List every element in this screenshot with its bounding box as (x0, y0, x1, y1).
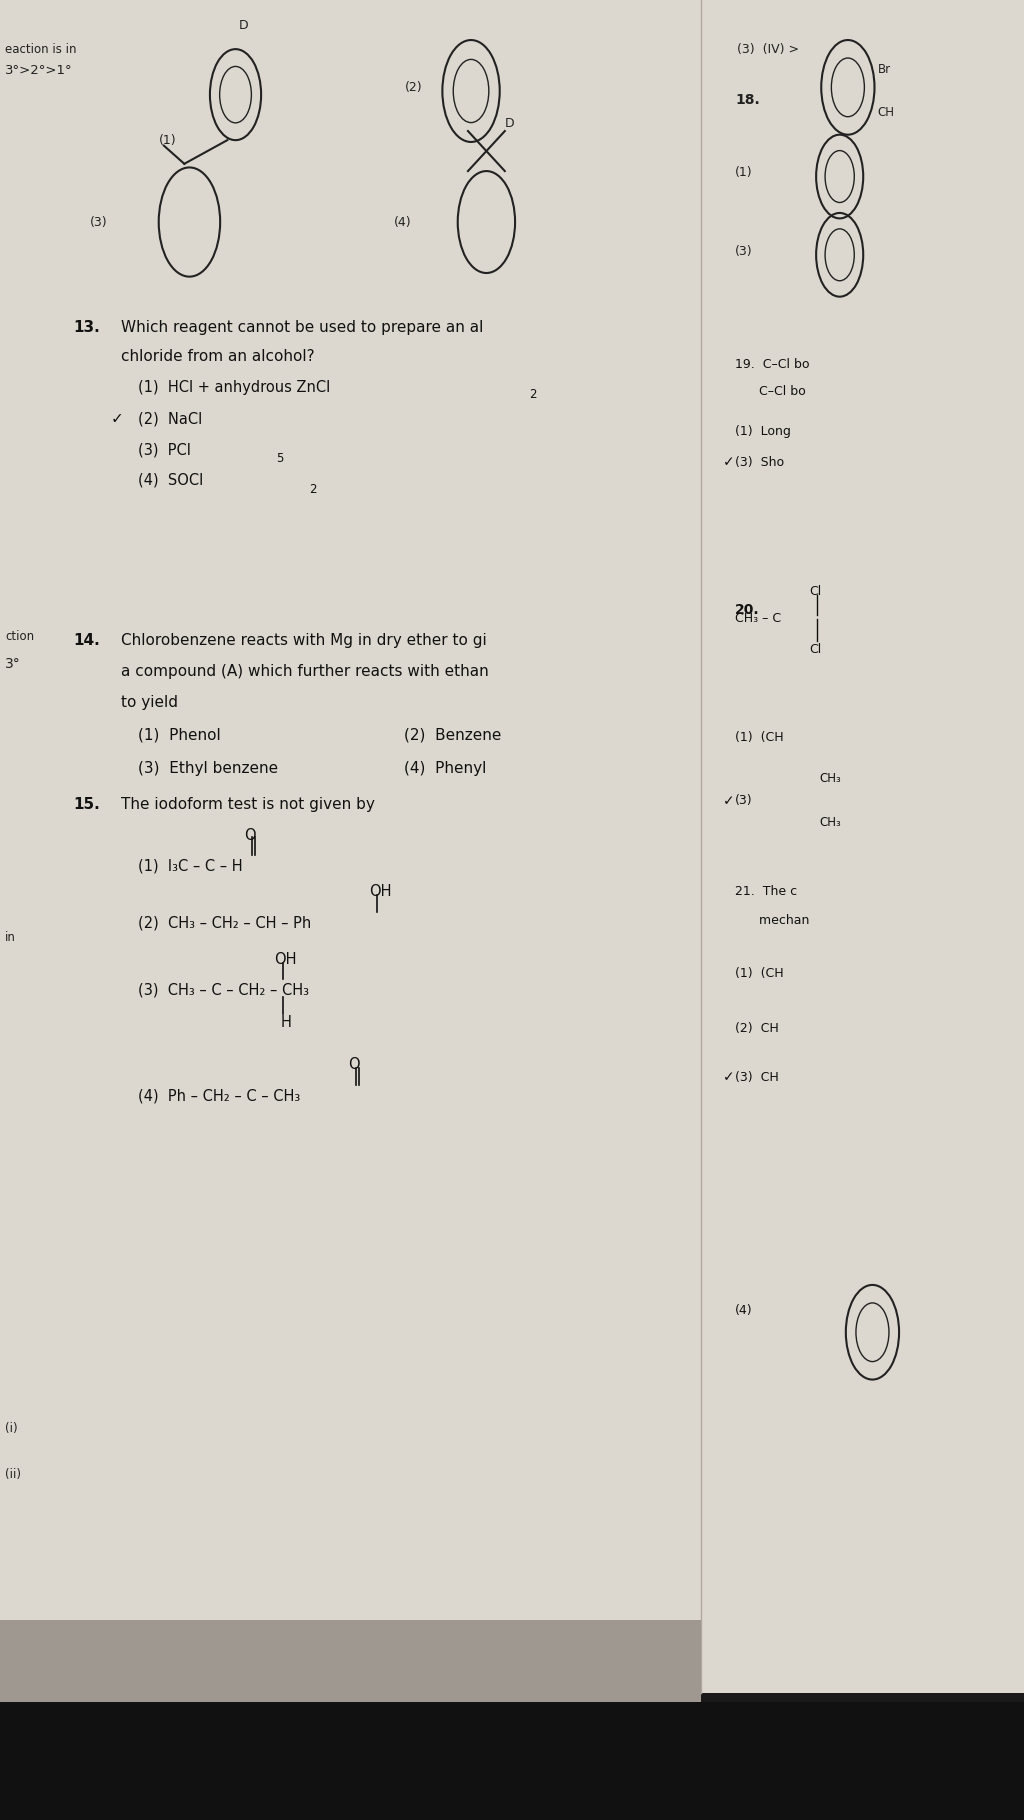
Text: (3)  Ethyl benzene: (3) Ethyl benzene (138, 761, 279, 775)
Text: in: in (5, 930, 16, 945)
Text: Br: Br (878, 62, 891, 76)
Text: a Road, New Delhi-110005. Phone : 011-47623456: a Road, New Delhi-110005. Phone : 011-47… (41, 1658, 392, 1673)
Text: (3)  PCl: (3) PCl (138, 442, 191, 457)
Text: OH: OH (274, 952, 297, 966)
Text: O: O (244, 828, 255, 843)
Text: (1): (1) (159, 133, 176, 147)
Text: (3)  CH: (3) CH (735, 1070, 779, 1085)
Text: to yield: to yield (121, 695, 178, 710)
Text: Cl: Cl (809, 584, 821, 599)
Text: The iodoform test is not given by: The iodoform test is not given by (121, 797, 375, 812)
Text: (1)  (CH: (1) (CH (735, 966, 783, 981)
Text: (1)  (CH: (1) (CH (735, 730, 783, 744)
Text: D: D (239, 18, 248, 33)
Text: OH: OH (369, 885, 391, 899)
Text: (2)  CH: (2) CH (735, 1021, 779, 1036)
Text: 18.: 18. (735, 93, 760, 107)
Text: Chlorobenzene reacts with Mg in dry ether to gi: Chlorobenzene reacts with Mg in dry ethe… (121, 633, 486, 648)
Text: chloride from an alcohol?: chloride from an alcohol? (121, 349, 314, 364)
Text: ✓: ✓ (723, 1070, 734, 1085)
Text: 21.  The c: 21. The c (735, 885, 798, 899)
Text: (ii): (ii) (5, 1467, 22, 1481)
Text: a compound (A) which further reacts with ethan: a compound (A) which further reacts with… (121, 664, 488, 679)
Text: 13.: 13. (74, 320, 100, 335)
Text: ✓: ✓ (111, 411, 123, 426)
Text: 19.  C–Cl bo: 19. C–Cl bo (735, 357, 810, 371)
Text: 5: 5 (276, 451, 284, 466)
Text: CH₃: CH₃ (819, 772, 841, 786)
Text: ✓: ✓ (723, 794, 734, 808)
Text: (i): (i) (5, 1421, 17, 1436)
Text: (1)  I₃C – C – H: (1) I₃C – C – H (138, 859, 243, 874)
Text: O: O (348, 1057, 359, 1072)
Text: (2): (2) (404, 80, 422, 95)
Text: (1): (1) (735, 166, 753, 180)
Text: CH: CH (878, 106, 895, 120)
Text: 3°>2°>1°: 3°>2°>1° (5, 64, 73, 78)
Text: 3°: 3° (5, 657, 20, 672)
Text: 2: 2 (529, 388, 537, 402)
Text: CH₃ – C: CH₃ – C (735, 612, 781, 626)
Text: (1)  Long: (1) Long (735, 424, 792, 439)
Text: eaction is in: eaction is in (5, 42, 77, 56)
Text: (2)  NaCl: (2) NaCl (138, 411, 203, 426)
Text: CH₃: CH₃ (819, 815, 841, 830)
Text: mechan: mechan (735, 914, 810, 928)
Text: 14.: 14. (74, 633, 100, 648)
Text: Which reagent cannot be used to prepare an al: Which reagent cannot be used to prepare … (121, 320, 483, 335)
Text: 15.: 15. (74, 797, 100, 812)
Text: (3)  CH₃ – C – CH₂ – CH₃: (3) CH₃ – C – CH₂ – CH₃ (138, 983, 309, 997)
Text: (3): (3) (735, 244, 753, 258)
Text: (4)  SOCl: (4) SOCl (138, 473, 204, 488)
Text: ction: ction (5, 630, 34, 644)
Text: (1)  Phenol: (1) Phenol (138, 728, 221, 743)
Text: 20.: 20. (735, 602, 760, 617)
Text: (2)  CH₃ – CH₂ – CH – Ph: (2) CH₃ – CH₂ – CH – Ph (138, 915, 311, 930)
Text: (2)  Benzene: (2) Benzene (404, 728, 502, 743)
Text: ✓: ✓ (723, 455, 734, 470)
Text: Cl: Cl (809, 642, 821, 657)
Text: (4)  Phenyl: (4) Phenyl (404, 761, 486, 775)
Text: (3)  Sho: (3) Sho (735, 455, 784, 470)
Text: C–Cl bo: C–Cl bo (735, 384, 806, 399)
Text: 2: 2 (309, 482, 316, 497)
Text: (4)  Ph – CH₂ – C – CH₃: (4) Ph – CH₂ – C – CH₃ (138, 1088, 300, 1103)
Text: (3): (3) (735, 794, 753, 808)
Text: (4): (4) (735, 1303, 753, 1318)
Text: (4): (4) (394, 215, 412, 229)
Text: H: H (281, 1016, 292, 1030)
Text: (3)  (IV) >: (3) (IV) > (737, 42, 800, 56)
Text: (1)  HCl + anhydrous ZnCl: (1) HCl + anhydrous ZnCl (138, 380, 331, 395)
Text: D: D (505, 116, 514, 131)
Text: (3): (3) (90, 215, 108, 229)
